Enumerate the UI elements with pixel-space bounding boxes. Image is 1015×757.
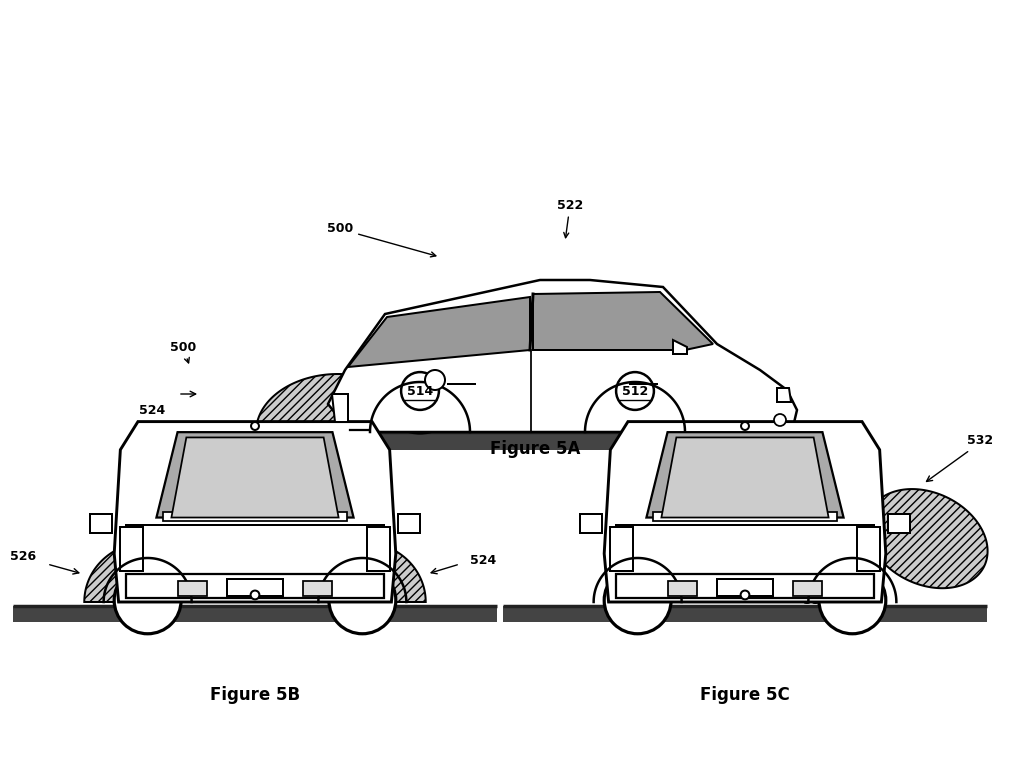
- Polygon shape: [90, 514, 112, 534]
- Polygon shape: [653, 512, 837, 521]
- Circle shape: [401, 372, 438, 410]
- Text: 500: 500: [170, 341, 196, 363]
- Text: 524: 524: [139, 403, 165, 416]
- Polygon shape: [668, 581, 696, 596]
- Polygon shape: [777, 388, 791, 402]
- Polygon shape: [256, 374, 420, 432]
- Circle shape: [741, 422, 749, 430]
- Polygon shape: [717, 579, 773, 596]
- Polygon shape: [84, 542, 211, 602]
- Polygon shape: [366, 527, 390, 572]
- Circle shape: [819, 567, 886, 634]
- Circle shape: [774, 414, 786, 426]
- Polygon shape: [465, 380, 589, 432]
- Polygon shape: [604, 422, 886, 602]
- Polygon shape: [673, 340, 687, 354]
- Circle shape: [741, 590, 749, 600]
- Polygon shape: [332, 394, 348, 422]
- Polygon shape: [162, 512, 347, 521]
- Circle shape: [593, 349, 677, 433]
- Text: 526: 526: [10, 550, 37, 563]
- Polygon shape: [126, 574, 385, 599]
- Polygon shape: [303, 581, 333, 596]
- Circle shape: [616, 372, 654, 410]
- Text: 522: 522: [557, 198, 584, 238]
- Polygon shape: [533, 292, 713, 350]
- Circle shape: [251, 422, 259, 430]
- Text: Figure 5C: Figure 5C: [700, 686, 790, 704]
- Polygon shape: [156, 432, 353, 518]
- Polygon shape: [178, 581, 207, 596]
- Text: 500: 500: [327, 223, 435, 257]
- Polygon shape: [867, 489, 988, 588]
- Circle shape: [115, 567, 181, 634]
- Polygon shape: [668, 390, 779, 432]
- Polygon shape: [13, 606, 497, 622]
- Circle shape: [329, 567, 396, 634]
- Polygon shape: [503, 606, 987, 622]
- Polygon shape: [610, 527, 633, 572]
- Circle shape: [251, 590, 260, 600]
- Polygon shape: [581, 514, 602, 534]
- Text: 530: 530: [803, 593, 829, 606]
- Text: 524: 524: [470, 553, 496, 566]
- Polygon shape: [172, 438, 339, 518]
- Polygon shape: [647, 432, 843, 518]
- Circle shape: [604, 567, 671, 634]
- Polygon shape: [195, 432, 855, 450]
- Polygon shape: [399, 514, 419, 534]
- Polygon shape: [299, 542, 425, 602]
- Polygon shape: [115, 422, 396, 602]
- Polygon shape: [348, 297, 530, 367]
- Text: Figure 5A: Figure 5A: [490, 440, 581, 458]
- Text: Figure 5B: Figure 5B: [210, 686, 300, 704]
- Polygon shape: [226, 579, 283, 596]
- Polygon shape: [121, 527, 143, 572]
- Circle shape: [378, 349, 462, 433]
- Text: 532: 532: [967, 434, 993, 447]
- Text: 512: 512: [622, 385, 649, 397]
- Polygon shape: [662, 438, 828, 518]
- Text: 514: 514: [407, 385, 433, 397]
- Polygon shape: [616, 574, 874, 599]
- Polygon shape: [328, 280, 797, 432]
- Circle shape: [425, 370, 445, 390]
- Polygon shape: [794, 581, 822, 596]
- Polygon shape: [888, 514, 909, 534]
- Polygon shape: [857, 527, 880, 572]
- Text: 500: 500: [660, 341, 686, 363]
